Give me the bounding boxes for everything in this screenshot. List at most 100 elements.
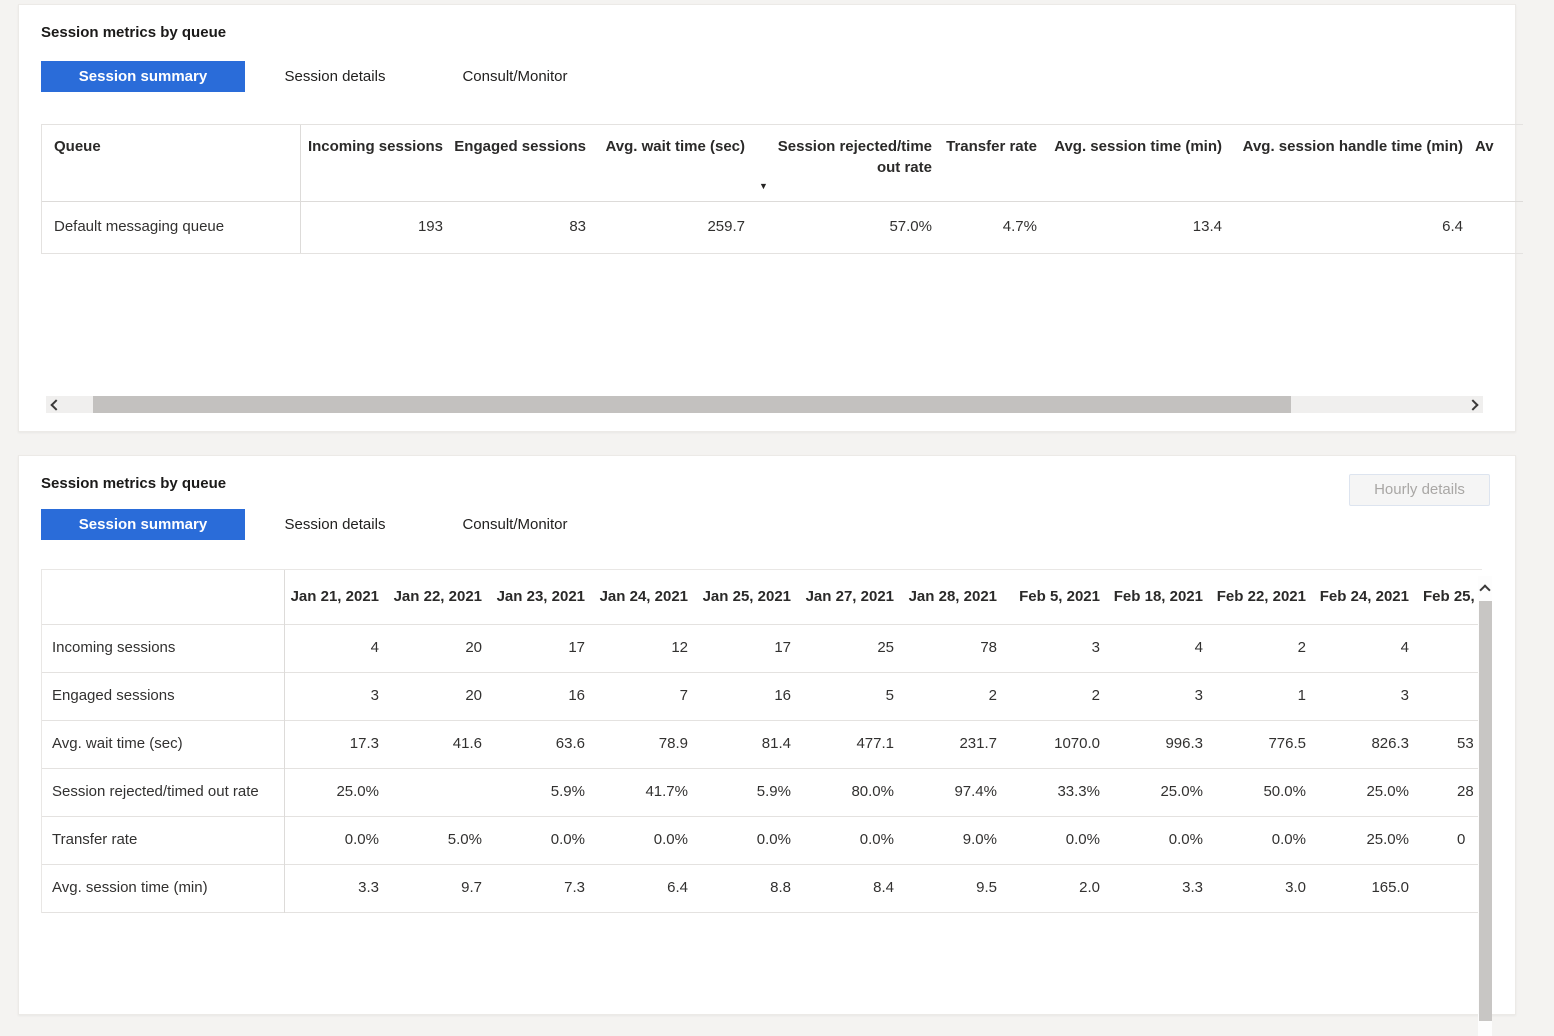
metric-value-cell: 3.3	[1182, 879, 1203, 896]
metric-value-cell: 826.3	[1371, 735, 1409, 752]
metric-value-cell: 3.3	[358, 879, 379, 896]
daily-metrics-table: Jan 21, 2021 Jan 22, 2021 Jan 23, 2021 Jan …	[41, 569, 1482, 913]
chevron-up-icon	[1479, 583, 1491, 596]
tab-consult-monitor[interactable]: Consult/Monitor	[462, 68, 568, 85]
column-divider	[284, 570, 285, 913]
column-header-label: Incoming sessions	[307, 138, 443, 155]
table-header-row: Queue Incoming sessions Engaged sessions Av…	[42, 125, 1523, 202]
corner-cell	[42, 570, 284, 624]
hourly-details-button[interactable]: Hourly details	[1349, 474, 1490, 506]
metric-value-cell: 0.0%	[1065, 831, 1100, 848]
sort-descending-icon: ▼	[759, 181, 768, 191]
horizontal-scrollbar-track[interactable]	[63, 396, 1466, 413]
column-header-label: Engaged sessions	[454, 138, 586, 155]
column-header-avg-session-handle-time-min[interactable]: Avg. session handle time (min)	[1222, 125, 1463, 201]
date-column-header: Jan 23, 2021	[496, 588, 585, 605]
metric-value-cell	[1417, 625, 1482, 672]
metric-value-cell: 4	[370, 639, 379, 656]
metric-value-cell: 3	[370, 687, 379, 704]
daily-metrics-panel: Session metrics by queue Hourly details …	[18, 455, 1516, 1036]
queue-name-cell: Default messaging queue	[54, 218, 225, 235]
date-column-header: Jan 22, 2021	[393, 588, 482, 605]
metric-value-cell: 41.7%	[645, 783, 688, 800]
metric-value-cell: 3	[1194, 687, 1203, 704]
scroll-up-button[interactable]	[1478, 576, 1492, 600]
date-header-row: Jan 21, 2021 Jan 22, 2021 Jan 23, 2021 Jan …	[42, 570, 1482, 625]
metric-value-cell: 81.4	[761, 735, 791, 752]
tab-session-summary[interactable]: Session summary	[41, 61, 245, 92]
column-header-avg-wait-time-sec[interactable]: Avg. wait time (sec)	[586, 125, 745, 201]
metric-value-cell: 9.0%	[962, 831, 997, 848]
date-column-header: Feb 25, 2	[1423, 588, 1482, 605]
column-header-label: Queue	[54, 138, 101, 155]
metric-value-cell: 5	[885, 687, 894, 704]
metric-value-cell: 41.6	[452, 735, 482, 752]
metric-value-cell: 17	[774, 639, 791, 656]
column-header-queue[interactable]: Queue	[42, 125, 300, 201]
column-header-av[interactable]: Av	[1463, 125, 1523, 201]
column-header-avg-session-time-min[interactable]: Avg. session time (min)	[1037, 125, 1222, 201]
vertical-scrollbar-thumb[interactable]	[1478, 601, 1492, 1021]
metric-value-cell: 996.3	[1165, 735, 1203, 752]
tab-session-details[interactable]: Session details	[284, 516, 386, 533]
metric-value-cell: 5.0%	[447, 831, 482, 848]
metric-value-cell: 1	[1297, 687, 1306, 704]
metric-value-cell: 63.6	[555, 735, 585, 752]
column-header-incoming-sessions[interactable]: Incoming sessions	[300, 125, 443, 201]
metric-value-cell: 3.0	[1285, 879, 1306, 896]
metric-value-cell: 3	[1400, 687, 1409, 704]
metric-value-cell: 4	[1194, 639, 1203, 656]
metric-value-cell: 2	[1091, 687, 1100, 704]
metric-value-cell: 83	[569, 218, 586, 235]
metric-value-cell: 28	[1457, 783, 1474, 800]
metric-value-cell: 6.4	[1442, 218, 1463, 235]
column-header-label: Avg. session handle time (min)	[1242, 138, 1463, 155]
metric-value-cell: 50.0%	[1263, 783, 1306, 800]
table-body: Incoming sessions 4 20 17 12 17 25 78 3 4 2 4 Engage…	[42, 625, 1482, 913]
date-column-header: Jan 25, 2021	[702, 588, 791, 605]
panel-title: Session metrics by queue	[41, 24, 227, 41]
metric-value-cell: 53	[1457, 735, 1474, 752]
metric-value-cell: 17	[568, 639, 585, 656]
metric-value-cell	[387, 769, 490, 816]
metric-value-cell: 16	[774, 687, 791, 704]
scroll-left-button[interactable]	[46, 396, 63, 413]
metric-value-cell: 7.3	[564, 879, 585, 896]
metric-value-cell: 5.9%	[756, 783, 791, 800]
tab-session-summary[interactable]: Session summary	[41, 509, 245, 540]
metric-value-cell: 57.0%	[889, 218, 932, 235]
metric-value-cell: 80.0%	[851, 783, 894, 800]
tab-consult-monitor[interactable]: Consult/Monitor	[462, 516, 568, 533]
metric-value-cell: 477.1	[856, 735, 894, 752]
metric-value-cell: 776.5	[1268, 735, 1306, 752]
chevron-right-icon	[1467, 398, 1479, 411]
vertical-scrollbar[interactable]	[1478, 576, 1492, 1036]
metric-value-cell: 4	[1400, 639, 1409, 656]
column-header-engaged-sessions[interactable]: Engaged sessions	[443, 125, 586, 201]
panel-title: Session metrics by queue	[41, 475, 227, 492]
horizontal-scrollbar-thumb[interactable]	[93, 396, 1291, 413]
metric-value-cell: 20	[465, 639, 482, 656]
column-header-transfer-rate[interactable]: Transfer rate	[932, 125, 1037, 201]
metric-value-cell: 1070.0	[1054, 735, 1100, 752]
date-column-header: Feb 18, 2021	[1113, 588, 1203, 605]
tab-bar: Session summary Session details Consult/Mo…	[41, 61, 1515, 92]
metric-value-cell: 17.3	[349, 735, 379, 752]
metric-value-cell: 9.5	[976, 879, 997, 896]
queue-metrics-table: Queue Incoming sessions Engaged sessions Av…	[41, 124, 1523, 254]
tab-session-details[interactable]: Session details	[284, 68, 386, 85]
metric-value-cell: 0.0%	[756, 831, 791, 848]
metric-value-cell: 4.7%	[1002, 218, 1037, 235]
metric-value-cell: 0.0%	[344, 831, 379, 848]
scroll-right-button[interactable]	[1466, 396, 1483, 413]
metric-value-cell: 25.0%	[336, 783, 379, 800]
row-label: Session rejected/timed out rate	[52, 783, 259, 800]
metric-value-cell: 25.0%	[1366, 831, 1409, 848]
column-header-session-rejected-time-out-rate[interactable]: Session rejected/time out rate ▼	[745, 125, 932, 201]
metric-value-cell: 2	[1297, 639, 1306, 656]
metric-value-cell: 78.9	[658, 735, 688, 752]
column-header-label: Avg. session time (min)	[1054, 138, 1222, 155]
metric-value-cell: 6.4	[667, 879, 688, 896]
horizontal-scrollbar[interactable]	[46, 396, 1483, 413]
column-header-label: Session rejected/time out rate	[777, 138, 932, 176]
